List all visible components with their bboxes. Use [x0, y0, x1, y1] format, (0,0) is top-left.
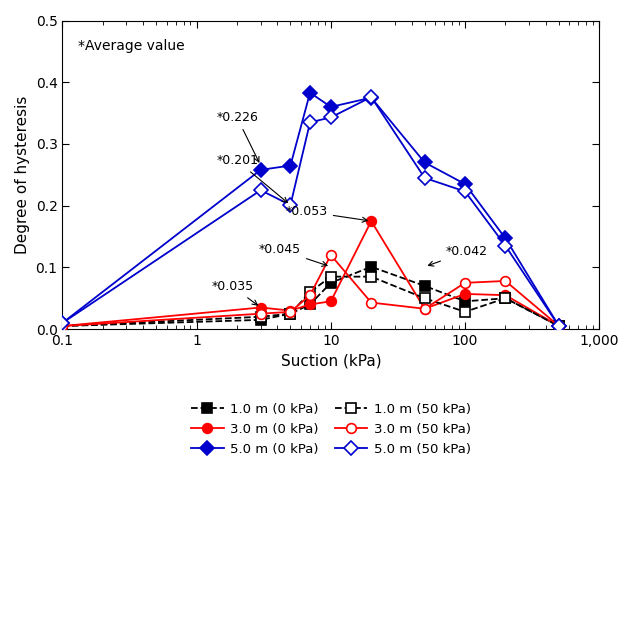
Y-axis label: Degree of hysteresis: Degree of hysteresis — [15, 96, 30, 254]
Text: *0.035: *0.035 — [212, 281, 257, 305]
Text: *0.045: *0.045 — [259, 243, 327, 266]
Text: *0.053: *0.053 — [286, 205, 367, 222]
Text: *0.042: *0.042 — [429, 245, 488, 266]
Text: *0.226: *0.226 — [216, 111, 259, 162]
Text: *0.201: *0.201 — [216, 154, 287, 202]
Legend: 1.0 m (0 kPa), 3.0 m (0 kPa), 5.0 m (0 kPa), 1.0 m (50 kPa), 3.0 m (50 kPa), 5.0: 1.0 m (0 kPa), 3.0 m (0 kPa), 5.0 m (0 k… — [185, 397, 476, 462]
X-axis label: Suction (kPa): Suction (kPa) — [280, 354, 381, 369]
Text: *Average value: *Average value — [78, 39, 184, 53]
